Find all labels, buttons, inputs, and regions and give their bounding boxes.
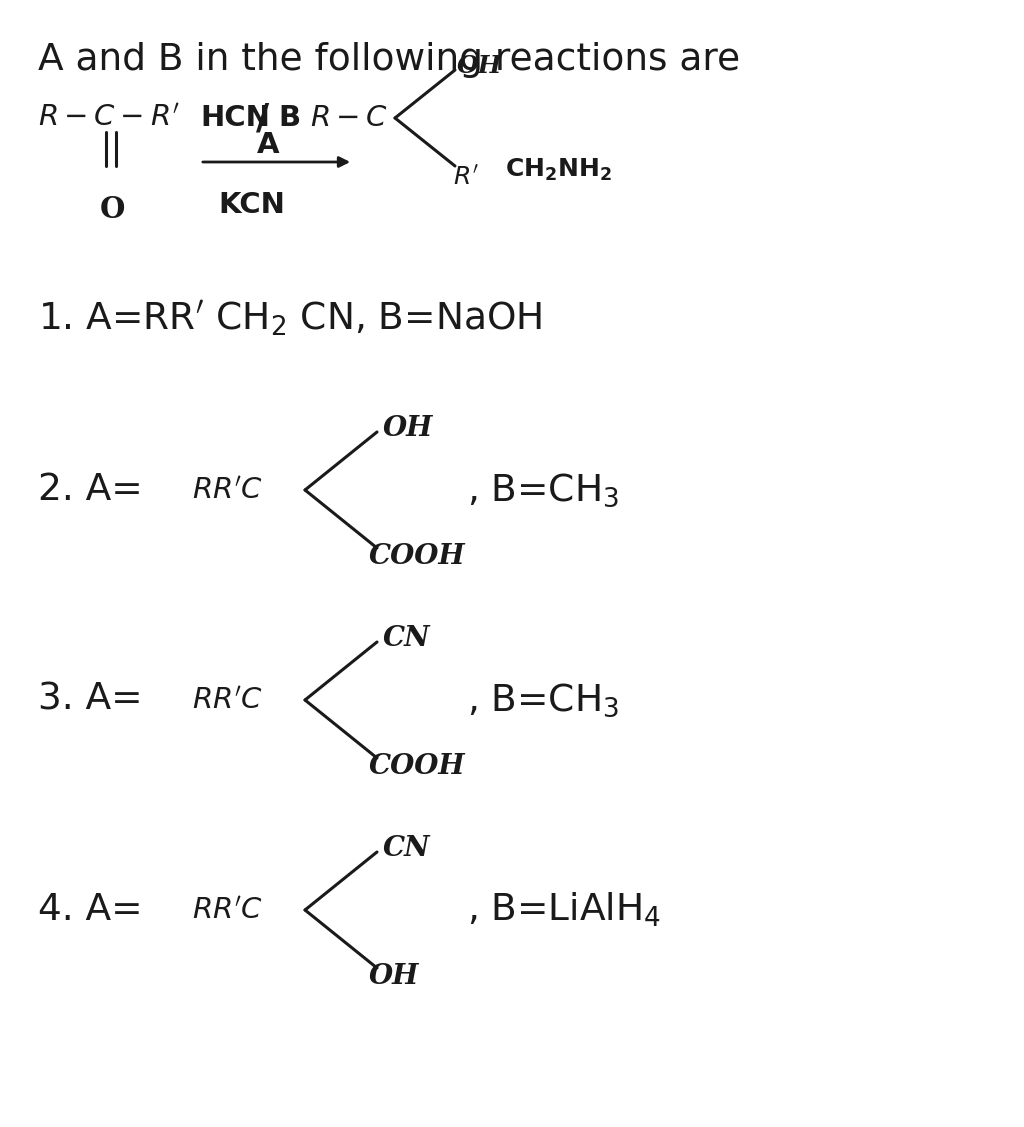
Text: 4. A=: 4. A= <box>38 891 142 928</box>
Text: OH: OH <box>383 415 433 442</box>
Text: $\mathbf{CH_2NH_2}$: $\mathbf{CH_2NH_2}$ <box>505 157 612 183</box>
Text: 3. A=: 3. A= <box>38 682 142 718</box>
Text: $\mathbf{\it R'}$: $\mathbf{\it R'}$ <box>453 166 478 190</box>
Text: $\mathbf{\it R}-\mathbf{\it C}$: $\mathbf{\it R}-\mathbf{\it C}$ <box>310 104 388 132</box>
Text: $\it{RR'C}$: $\it{RR'C}$ <box>193 685 263 715</box>
Text: 2. A=: 2. A= <box>38 472 142 508</box>
Text: KCN: KCN <box>218 190 285 219</box>
Text: /: / <box>256 101 269 135</box>
Text: COOH: COOH <box>369 542 466 569</box>
Text: $\mathbf{\it R}-\mathbf{\it C}-\mathbf{\it R'}$: $\mathbf{\it R}-\mathbf{\it C}-\mathbf{\… <box>38 104 179 132</box>
Text: , B=CH$_3$: , B=CH$_3$ <box>467 681 620 719</box>
Text: , B=LiAlH$_4$: , B=LiAlH$_4$ <box>467 890 662 929</box>
Text: O: O <box>100 195 125 224</box>
Text: A: A <box>257 131 280 159</box>
Text: , B=CH$_3$: , B=CH$_3$ <box>467 471 620 508</box>
Text: OH: OH <box>457 54 503 78</box>
Text: 1. A=RR$'$ CH$_2$ CN, B=NaOH: 1. A=RR$'$ CH$_2$ CN, B=NaOH <box>38 299 542 338</box>
Text: B: B <box>278 104 300 132</box>
Text: $\it{RR'C}$: $\it{RR'C}$ <box>193 896 263 924</box>
Text: CN: CN <box>383 624 430 651</box>
Text: COOH: COOH <box>369 753 466 780</box>
Text: $\it{RR'C}$: $\it{RR'C}$ <box>193 476 263 505</box>
Text: CN: CN <box>383 834 430 861</box>
Text: OH: OH <box>369 962 420 990</box>
Text: HCN: HCN <box>200 104 270 132</box>
Text: A and B in the following reactions are: A and B in the following reactions are <box>38 42 740 78</box>
